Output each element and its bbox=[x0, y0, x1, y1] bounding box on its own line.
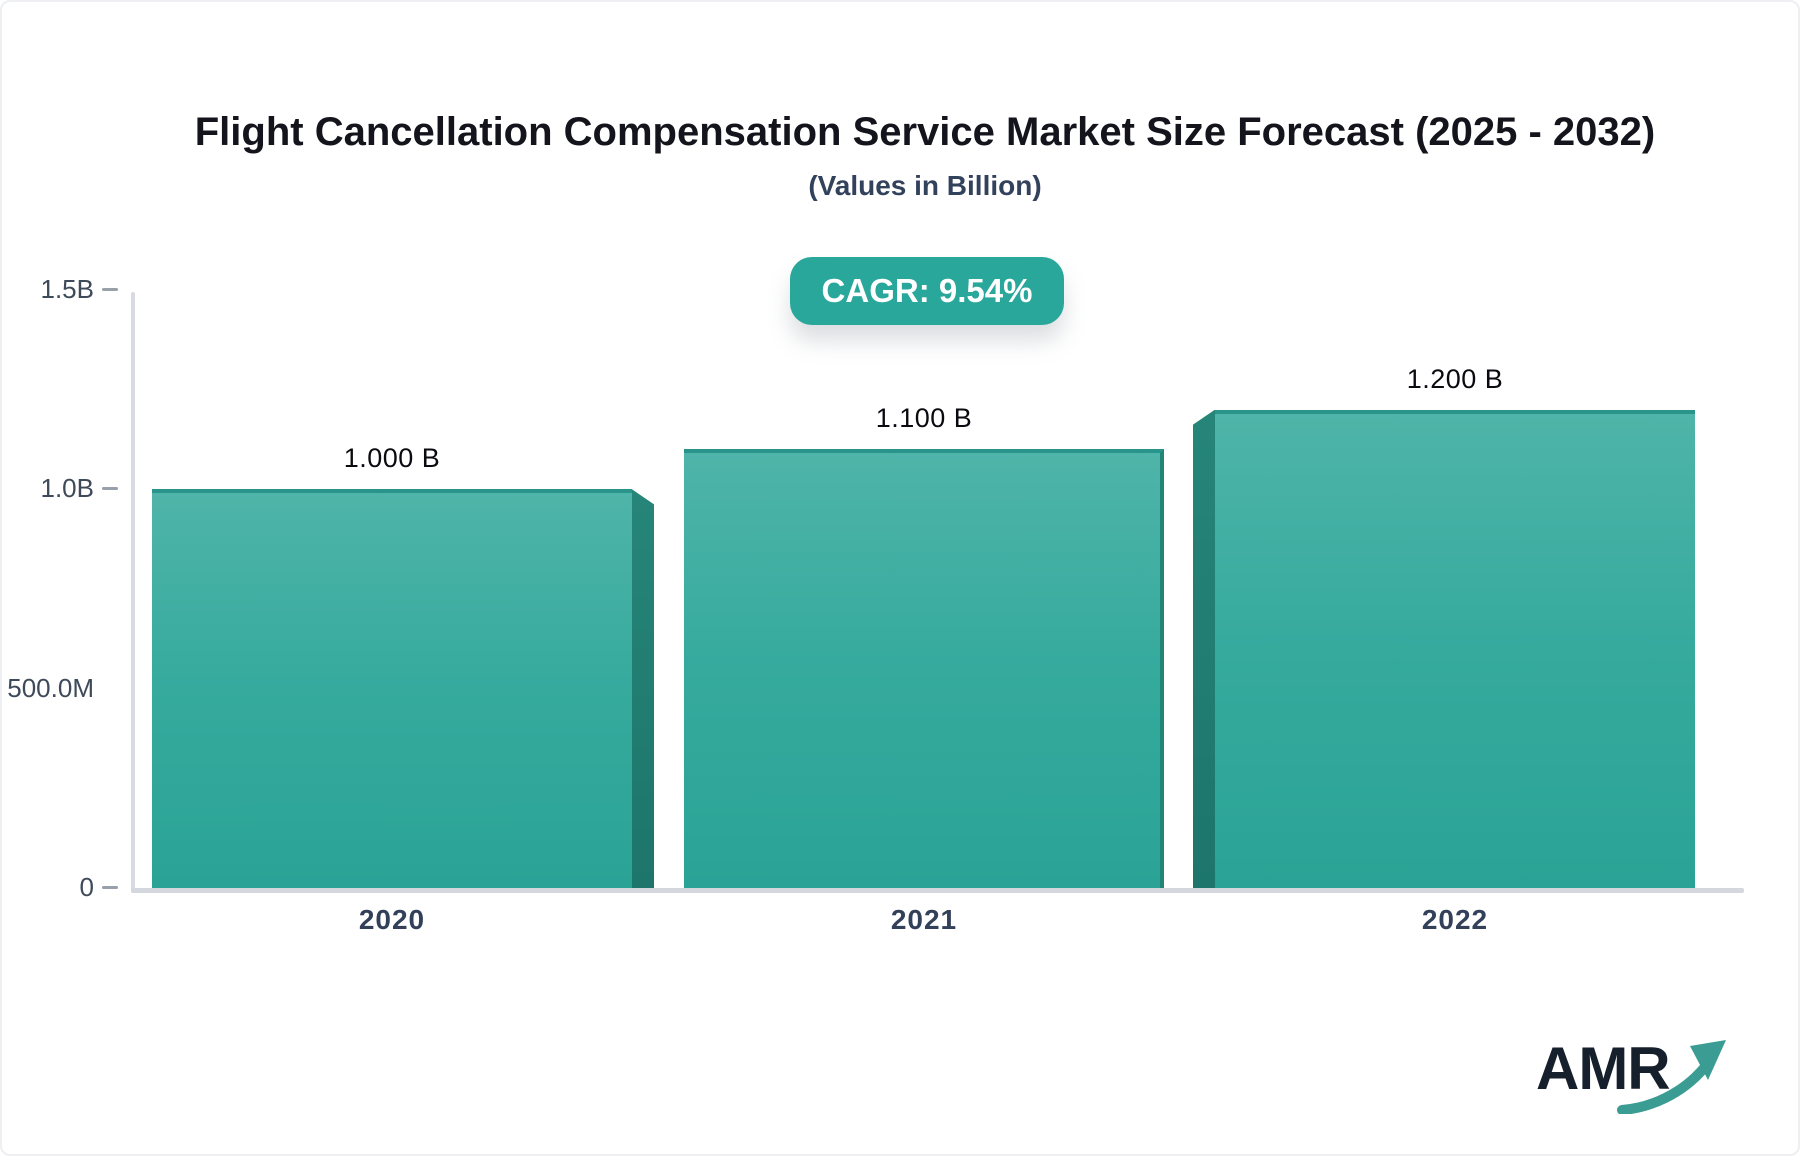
y-axis-line bbox=[131, 292, 135, 891]
brand-logo: AMR bbox=[1530, 1034, 1730, 1114]
y-axis-tick-mark bbox=[102, 288, 118, 291]
x-axis-label-2021: 2021 bbox=[890, 904, 958, 935]
x-axis-label-2020: 2020 bbox=[358, 904, 426, 935]
cagr-badge: CAGR: 9.54% bbox=[790, 257, 1064, 325]
bar-2022 bbox=[1215, 409, 1695, 888]
bar-value-label-2020: 1.000 B bbox=[343, 443, 441, 474]
cagr-badge-label: CAGR: 9.54% bbox=[821, 272, 1033, 309]
y-axis-tick-mark bbox=[102, 886, 118, 889]
chart-subtitle: (Values in Billion) bbox=[808, 170, 1042, 201]
bar-value-label-2021: 1.100 B bbox=[875, 403, 973, 434]
bar-2020-side-face bbox=[632, 489, 654, 888]
chart-title: Flight Cancellation Compensation Service… bbox=[194, 110, 1656, 154]
x-axis-label-2022: 2022 bbox=[1421, 904, 1489, 935]
bar-2020 bbox=[152, 489, 632, 888]
brand-logo-text: AMR bbox=[1536, 1035, 1671, 1102]
bar-2021 bbox=[684, 449, 1164, 888]
y-axis-tick-mark bbox=[102, 487, 118, 491]
y-axis-tick-label: 1.0B bbox=[40, 473, 95, 504]
x-axis-line bbox=[131, 888, 1744, 893]
growth-arrow-icon bbox=[1617, 1040, 1726, 1114]
bar-2022-side-face bbox=[1193, 409, 1215, 888]
y-axis-tick-label: 1.5B bbox=[40, 274, 95, 304]
bar-value-label-2022: 1.200 B bbox=[1406, 363, 1504, 394]
y-axis-tick-label: 0 bbox=[79, 872, 94, 902]
y-axis-tick-label: 500.0M bbox=[7, 672, 94, 703]
